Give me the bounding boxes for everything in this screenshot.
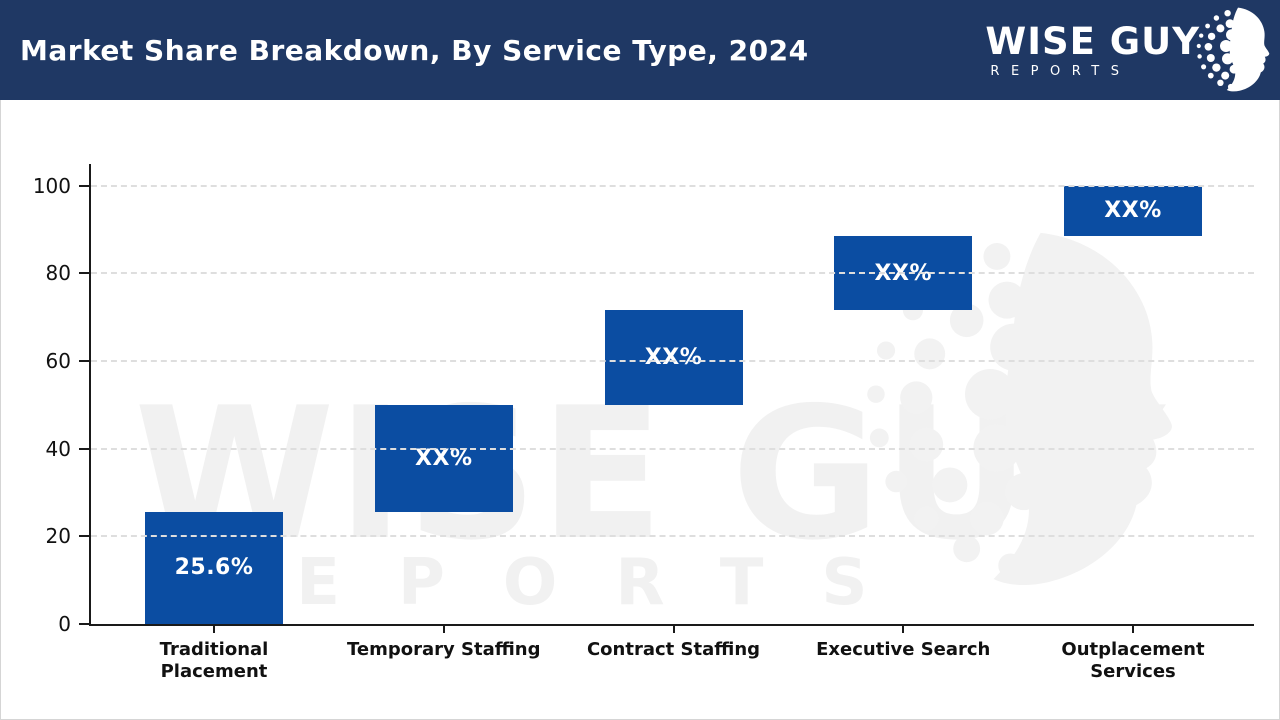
y-tick-label: 20	[45, 524, 71, 549]
logo-text: WISE GUY REPORTS	[985, 23, 1200, 78]
logo-head-icon	[1190, 6, 1270, 94]
bar-value-label: XX%	[644, 345, 703, 371]
page-title: Market Share Breakdown, By Service Type,…	[20, 33, 809, 67]
bar-segment: XX%	[374, 404, 513, 512]
y-tick-mark	[79, 623, 89, 625]
bar-segment: XX%	[1064, 185, 1202, 236]
x-tick-mark	[213, 624, 215, 633]
x-category-label: Contract Staffing	[586, 639, 761, 660]
y-tick-label: 80	[45, 261, 71, 286]
x-category-label: Traditional Placement	[159, 639, 269, 682]
x-tick-mark	[442, 624, 445, 633]
y-tick-mark	[79, 272, 89, 275]
plot-area: 0 20 40 60 80 100 25.6% Traditional Placement XX…	[33, 164, 1254, 682]
logo: WISE GUY REPORTS	[985, 6, 1270, 94]
bar-value-label: XX%	[1104, 198, 1162, 224]
bar-segment: XX%	[604, 310, 743, 405]
header-bar: Market Share Breakdown, By Service Type,…	[0, 0, 1280, 100]
gridline-20	[91, 535, 1254, 538]
y-tick-label: 0	[58, 612, 71, 636]
y-tick-label: 40	[45, 436, 71, 461]
bar-value-label: XX%	[415, 445, 473, 471]
gridline-100	[91, 184, 1254, 187]
bar-segment: 25.6%	[145, 511, 283, 624]
logo-wordmark: WISE GUY	[985, 19, 1200, 63]
x-tick-mark	[672, 624, 675, 633]
chart-canvas: WISE GUY REPORTS 0 20 40 60 80 100 25.6% Tradit…	[0, 100, 1280, 720]
gridline-80	[91, 272, 1254, 275]
x-category-label: Temporary Staffing	[347, 639, 541, 660]
y-tick-mark	[79, 359, 89, 362]
x-category-label: Outplacement Services	[1061, 639, 1205, 682]
watermark-subtext: REPORTS	[189, 546, 926, 620]
y-tick-mark	[79, 184, 89, 187]
y-tick-mark	[79, 535, 89, 538]
y-tick-label: 100	[32, 173, 71, 198]
x-tick-mark	[902, 624, 905, 633]
bar-value-label: 25.6%	[174, 555, 254, 581]
logo-subtext: REPORTS	[990, 63, 1131, 79]
x-tick-mark	[1132, 624, 1134, 633]
x-category-label: Executive Search	[816, 639, 991, 660]
y-tick-label: 60	[45, 348, 71, 373]
gridline-60	[91, 359, 1254, 362]
gridline-40	[91, 447, 1254, 450]
y-tick-mark	[79, 447, 89, 450]
